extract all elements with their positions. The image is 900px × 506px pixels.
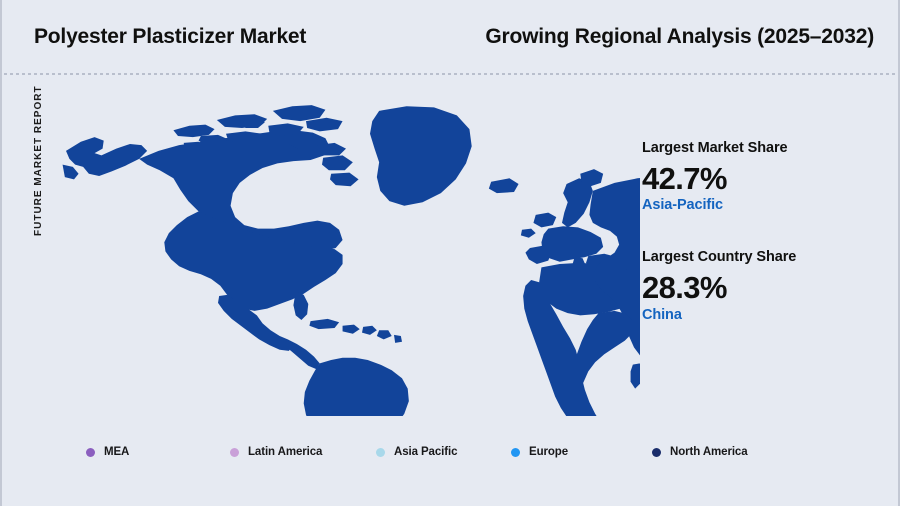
legend-label: North America: [670, 446, 748, 458]
world-map: [60, 96, 640, 416]
legend-label: Asia Pacific: [394, 446, 458, 458]
legend-dot-icon: [652, 447, 661, 457]
legend-item-north-america: North America: [652, 446, 748, 458]
legend-label: Latin America: [248, 446, 323, 458]
legend-dot-icon: [376, 447, 385, 457]
world-map-eurasia: [589, 178, 640, 356]
legend-label: Europe: [529, 446, 569, 458]
stats-panel: Largest Market Share 42.7% Asia-Pacific …: [642, 140, 882, 323]
header-bar: Polyester Plasticizer Market Growing Reg…: [2, 0, 898, 74]
brand-vertical-label: FUTURE MARKET REPORT: [33, 85, 44, 236]
legend-label: MEA: [104, 446, 130, 458]
stat-value: 28.3%: [642, 270, 728, 306]
legend-dot-icon: [230, 447, 239, 457]
legend: MEA Latin America Asia Pacific Europe No…: [86, 446, 786, 468]
world-map-landmasses: [62, 105, 640, 416]
legend-item-asia-pacific: Asia Pacific: [376, 446, 457, 458]
stat-region: China: [642, 306, 682, 323]
stat-value: 42.7%: [642, 161, 728, 196]
legend-dot-icon: [86, 447, 95, 457]
stat-label: Largest Market Share: [642, 140, 788, 156]
header-divider: [4, 73, 898, 75]
stat-region: Asia-Pacific: [642, 197, 724, 214]
legend-dot-icon: [511, 447, 520, 457]
stat-largest-market-share: Largest Market Share 42.7% Asia-Pacific: [642, 140, 882, 213]
legend-item-latin-america: Latin America: [230, 446, 322, 458]
world-map-svg: [62, 105, 640, 416]
header-subtitle: Growing Regional Analysis (2025–2032): [485, 25, 874, 48]
page-title: Polyester Plasticizer Market: [34, 25, 307, 48]
legend-item-mea: MEA: [86, 446, 129, 458]
stat-label: Largest Country Share: [642, 249, 797, 266]
legend-item-europe: Europe: [511, 446, 568, 458]
stat-largest-country-share: Largest Country Share 28.3% China: [642, 249, 882, 322]
